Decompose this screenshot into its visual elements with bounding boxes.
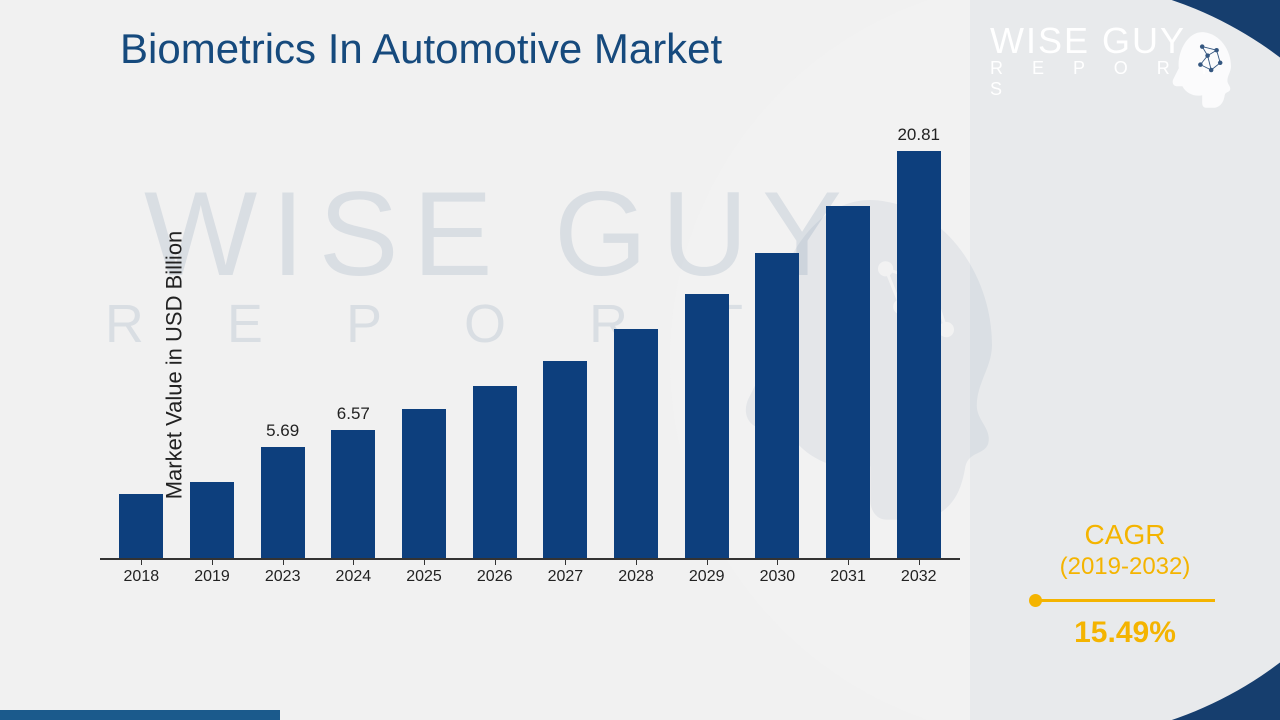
bar [614,329,658,558]
plot-region: 201820195.6920236.5720242025202620272028… [100,130,960,560]
bar [190,482,234,558]
bar [685,294,729,558]
x-tick-label: 2031 [813,568,884,586]
x-tick-mark [424,558,425,565]
bar-slot: 20.812032 [883,151,954,558]
cagr-value: 15.49% [1010,616,1240,650]
bar-slot: 2031 [813,206,884,558]
x-tick-mark [565,558,566,565]
chart-title: Biometrics In Automotive Market [120,25,722,73]
bar-slot: 2029 [671,294,742,558]
cagr-label: CAGR [1010,519,1240,551]
bar [261,447,305,558]
bar [543,361,587,558]
x-tick-label: 2029 [671,568,742,586]
x-tick-mark [707,558,708,565]
page-root: WISE GUY R E P O R T S Biometrics In Aut… [0,0,1280,720]
bar-slot: 6.572024 [318,430,389,558]
bar [473,386,517,558]
bar-value-label: 6.57 [318,404,389,424]
x-tick-mark [353,558,354,565]
x-tick-mark [283,558,284,565]
x-tick-mark [212,558,213,565]
cagr-divider [1035,599,1215,602]
bar [402,409,446,558]
x-tick-label: 2025 [389,568,460,586]
x-tick-mark [919,558,920,565]
x-tick-mark [777,558,778,565]
bar-value-label: 20.81 [883,125,954,145]
x-tick-label: 2023 [247,568,318,586]
brand-logo: WISE GUY R E P O R T S [990,20,1250,100]
bar-value-label: 5.69 [247,421,318,441]
bar-slot: 2025 [389,409,460,558]
brand-head-icon [1150,25,1240,115]
chart-area: Market Value in USD Billion 201820195.69… [70,130,960,600]
bar-slot: 2019 [177,482,248,558]
bar-slot: 2028 [601,329,672,558]
x-tick-label: 2024 [318,568,389,586]
x-tick-label: 2026 [459,568,530,586]
bar [826,206,870,558]
x-tick-mark [848,558,849,565]
cagr-period: (2019-2032) [1010,553,1240,581]
bar-slot: 2030 [742,253,813,558]
x-tick-label: 2028 [601,568,672,586]
bar [331,430,375,558]
x-tick-mark [636,558,637,565]
x-tick-label: 2027 [530,568,601,586]
x-tick-mark [141,558,142,565]
bar [897,151,941,558]
x-tick-label: 2030 [742,568,813,586]
cagr-block: CAGR (2019-2032) 15.49% [1010,519,1240,650]
x-tick-label: 2018 [106,568,177,586]
bars-container: 201820195.6920236.5720242025202620272028… [100,130,960,558]
bar-slot: 2026 [459,386,530,558]
bar-slot: 5.692023 [247,447,318,558]
bar-slot: 2027 [530,361,601,558]
x-tick-label: 2032 [883,568,954,586]
x-tick-label: 2019 [177,568,248,586]
bar [119,494,163,559]
x-tick-mark [495,558,496,565]
bar-slot: 2018 [106,494,177,559]
bottom-accent-bar [0,710,280,720]
bar [755,253,799,558]
